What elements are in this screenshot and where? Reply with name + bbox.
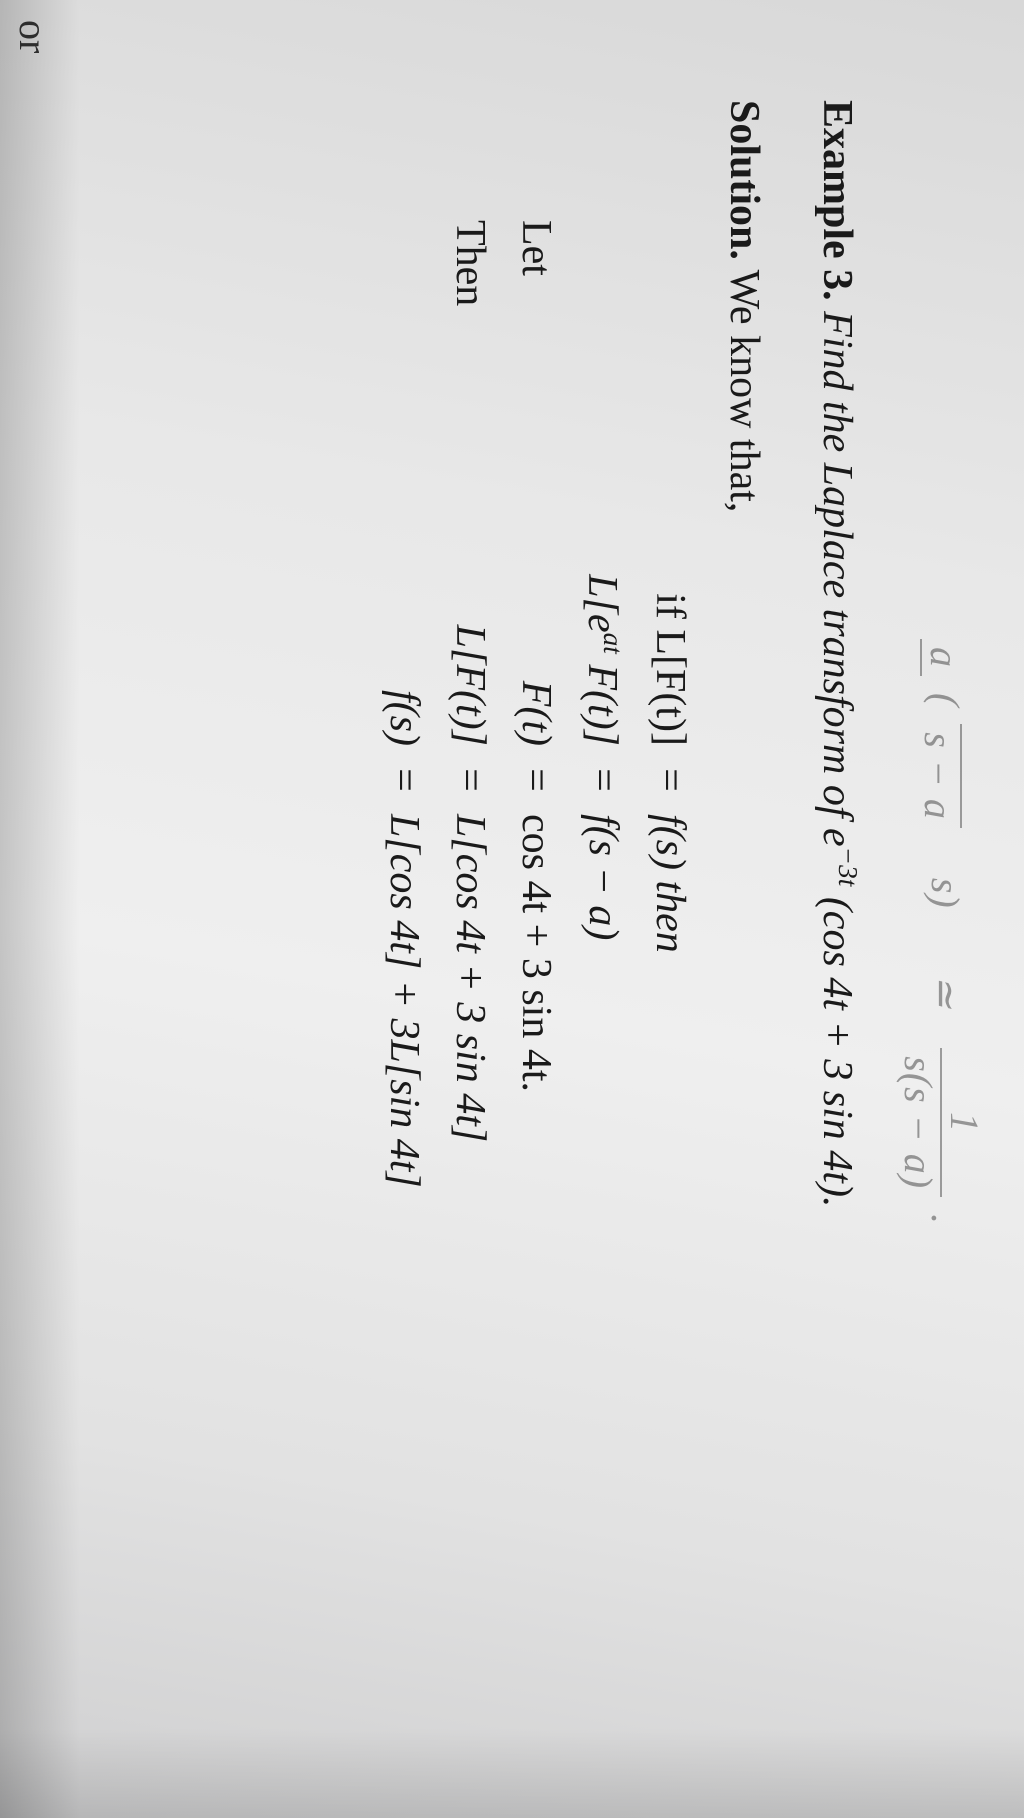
page-rotated-container: a ( s − a s) ≃ 1 s(s − a) . Example 3. F… bbox=[0, 0, 1024, 1818]
eq-row-3: Let F(t) = cos 4t + 3 sin 4t. bbox=[512, 100, 560, 1758]
eq-row-1-right: f(s) then bbox=[646, 800, 694, 1758]
top-fragment-line: a ( s − a s) ≃ 1 s(s − a) . bbox=[898, 100, 984, 1758]
top-frac-2: 1 s(s − a) bbox=[898, 1048, 984, 1197]
top-tail-dot: . bbox=[923, 1214, 968, 1225]
solution-line: Solution. We know that, bbox=[712, 100, 775, 1758]
eq-row-3-eq: = bbox=[512, 760, 560, 800]
then-label: Then bbox=[446, 100, 494, 340]
eq-row-1-eq: = bbox=[646, 760, 694, 800]
top-sim: ≃ bbox=[923, 975, 968, 1010]
eq-row-2-left-pre: L[e bbox=[579, 574, 625, 632]
eq-row-3-right: cos 4t + 3 sin 4t. bbox=[512, 800, 560, 1758]
top-frac-2-num: 1 bbox=[940, 1048, 984, 1197]
eq-row-4-left: L[F(t)] bbox=[446, 340, 494, 760]
top-frac-2-den: s(s − a) bbox=[898, 1048, 940, 1197]
eq-row-4-eq: = bbox=[446, 760, 494, 800]
eq-row-2-eq: = bbox=[579, 760, 627, 800]
eq-row-5-eq: = bbox=[380, 760, 428, 800]
example-text-1: Find the Laplace transform of bbox=[814, 311, 860, 828]
let-label: Let bbox=[512, 100, 560, 340]
solution-text: We know that, bbox=[721, 270, 767, 513]
eq-row-2-left-sup: at bbox=[598, 633, 628, 654]
solution-label: Solution. bbox=[721, 100, 767, 260]
eq-row-3-left: F(t) bbox=[512, 340, 560, 760]
eq-row-2-right: f(s − a) bbox=[579, 800, 627, 1758]
eq-row-2-left-post: F(t)] bbox=[579, 654, 625, 746]
example-exp: −3t bbox=[833, 847, 863, 887]
eq-row-5: f(s) = L[cos 4t] + 3L[sin 4t] bbox=[380, 100, 428, 1758]
or-label: or bbox=[10, 20, 57, 53]
page-content: a ( s − a s) ≃ 1 s(s − a) . Example 3. F… bbox=[0, 0, 1024, 1818]
example-e: e bbox=[814, 828, 860, 847]
eq-row-1-left: if L[F(t)] bbox=[646, 340, 694, 760]
top-frac-mid-den: s − a bbox=[918, 724, 960, 828]
eq-row-1: if L[F(t)] = f(s) then bbox=[646, 100, 694, 1758]
eq-row-2-left: L[eat F(t)] bbox=[578, 340, 628, 760]
eq-row-5-right: L[cos 4t] + 3L[sin 4t] bbox=[380, 800, 428, 1758]
example-line: Example 3. Find the Laplace transform of… bbox=[805, 100, 868, 1758]
example-label: Example 3. bbox=[814, 100, 860, 301]
eq-row-5-left: f(s) bbox=[380, 340, 428, 760]
top-frac-mid: s − a bbox=[918, 724, 964, 828]
top-frac-1: a bbox=[918, 639, 964, 676]
top-frac-1-den bbox=[918, 639, 920, 676]
eq-row-2: L[eat F(t)] = f(s − a) bbox=[578, 100, 628, 1758]
top-paren-open: ( bbox=[923, 693, 968, 707]
eq-row-4: Then L[F(t)] = L[cos 4t + 3 sin 4t] bbox=[446, 100, 494, 1758]
eq-row-4-right: L[cos 4t + 3 sin 4t] bbox=[446, 800, 494, 1758]
example-text-2: (cos 4t + 3 sin 4t). bbox=[814, 897, 860, 1208]
top-frac-1-num: a bbox=[920, 639, 964, 676]
top-paren-close: s) bbox=[923, 878, 968, 909]
